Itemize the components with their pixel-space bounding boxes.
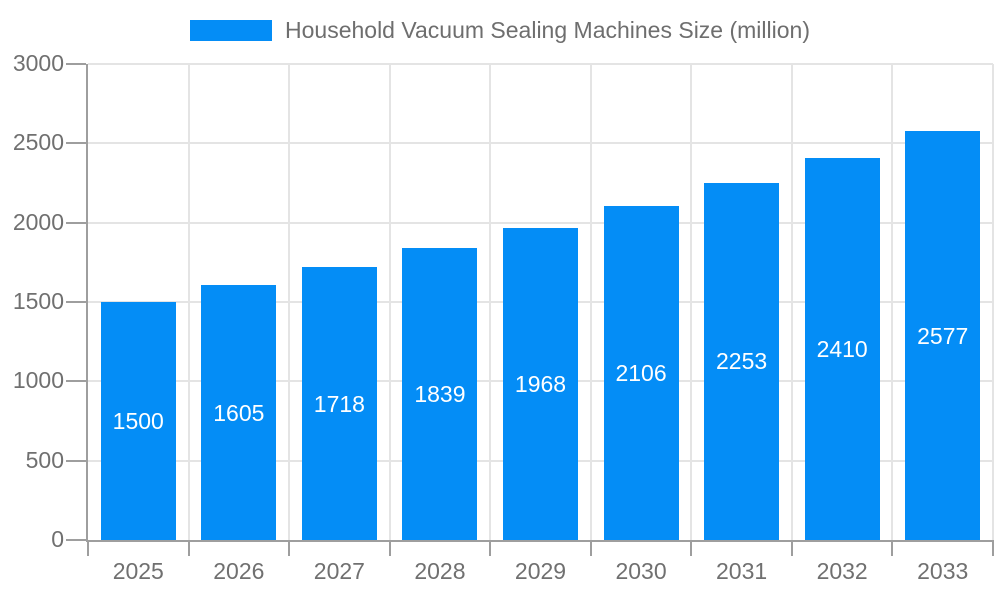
y-tick-label: 500 xyxy=(25,446,64,473)
gridline-vertical xyxy=(589,64,592,540)
x-tick-label: 2029 xyxy=(514,558,567,584)
x-tick-mark xyxy=(187,540,190,556)
bar-2033[interactable] xyxy=(905,131,981,540)
gridline-vertical xyxy=(790,64,793,540)
gridline-horizontal xyxy=(88,63,993,65)
bar-value-label: 1968 xyxy=(514,370,567,397)
x-tick-label: 2033 xyxy=(917,558,969,584)
y-tick-label: 1000 xyxy=(12,367,64,394)
y-tick-mark xyxy=(66,221,86,224)
y-tick-mark xyxy=(66,459,86,462)
x-tick-label: 2027 xyxy=(313,558,365,584)
x-tick-label: 2025 xyxy=(112,558,164,584)
gridline-vertical xyxy=(388,64,391,540)
y-tick-label: 3000 xyxy=(12,50,64,76)
bar-value-label: 1839 xyxy=(414,381,466,408)
bar-2028[interactable] xyxy=(402,248,478,540)
plot-area: 1500 1605 1718 1839 1968 2106 2253 2410 2577 0 500… xyxy=(13,50,994,584)
y-tick-mark xyxy=(66,142,86,145)
bar-value-label: 2106 xyxy=(615,359,667,386)
y-tick-mark xyxy=(66,380,86,383)
y-axis-line xyxy=(86,64,88,542)
x-tick-label: 2032 xyxy=(816,558,868,584)
x-axis-line xyxy=(86,540,993,542)
bar-2032[interactable] xyxy=(804,157,880,540)
legend[interactable]: Household Vacuum Sealing Machines Size (… xyxy=(0,17,1000,44)
x-tick-mark xyxy=(388,540,391,556)
bar-2027[interactable] xyxy=(301,267,377,540)
legend-label: Household Vacuum Sealing Machines Size (… xyxy=(285,17,810,43)
x-tick-mark xyxy=(790,540,793,556)
gridline-horizontal xyxy=(88,142,993,145)
x-tick-mark xyxy=(87,540,89,556)
bar-value-label: 2410 xyxy=(816,335,868,362)
bar-value-label: 1718 xyxy=(313,390,365,417)
bar-2025[interactable] xyxy=(100,302,176,540)
bar-value-label: 1605 xyxy=(213,399,265,426)
gridline-horizontal xyxy=(88,221,993,224)
x-tick-label: 2026 xyxy=(213,558,265,584)
bar-2031[interactable] xyxy=(704,182,780,540)
x-tick-mark xyxy=(288,540,291,556)
x-tick-mark xyxy=(690,540,693,556)
x-tick-label: 2031 xyxy=(716,558,768,584)
bar-value-label: 2577 xyxy=(917,322,969,349)
gridline-vertical xyxy=(288,64,291,540)
y-tick-label: 1500 xyxy=(12,288,64,314)
gridline-vertical xyxy=(690,64,693,540)
x-tick-mark xyxy=(891,540,894,556)
y-tick-label: 2000 xyxy=(12,208,64,235)
x-tick-mark xyxy=(992,540,994,556)
gridline-vertical xyxy=(891,64,894,540)
x-tick-label: 2028 xyxy=(414,558,466,584)
legend-swatch xyxy=(190,20,272,41)
y-tick-label: 2500 xyxy=(12,129,64,156)
y-tick-mark xyxy=(66,301,86,303)
bar-2029[interactable] xyxy=(503,227,578,540)
y-tick-label: 0 xyxy=(51,526,64,552)
gridline-vertical xyxy=(489,64,492,540)
gridline-vertical xyxy=(187,64,190,540)
x-tick-label: 2030 xyxy=(615,558,667,584)
y-tick-mark xyxy=(66,63,86,65)
x-tick-mark xyxy=(489,540,492,556)
bar-value-label: 2253 xyxy=(716,348,768,375)
bar-2026[interactable] xyxy=(201,285,277,540)
y-tick-mark xyxy=(66,539,86,541)
gridline-vertical xyxy=(992,64,994,540)
x-tick-mark xyxy=(589,540,592,556)
bar-value-label: 1500 xyxy=(112,408,164,434)
bar-2030[interactable] xyxy=(603,205,679,540)
